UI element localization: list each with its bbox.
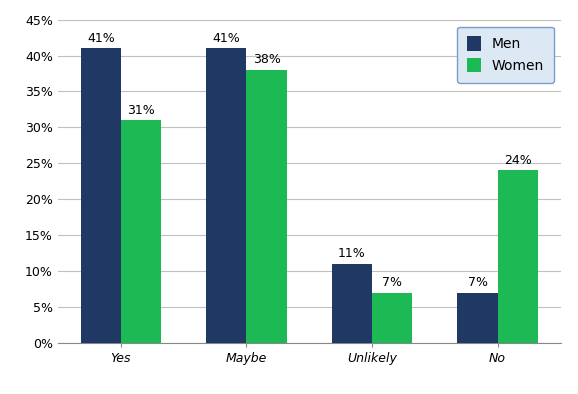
Bar (121, 120, 161, 343)
Text: 7%: 7% (382, 276, 402, 289)
Text: 38%: 38% (253, 53, 280, 66)
Bar (372, 292, 412, 343)
Bar (498, 171, 538, 343)
Text: 11%: 11% (338, 247, 366, 260)
Legend: Men, Women: Men, Women (457, 27, 554, 83)
Bar (81, 48, 121, 343)
Bar (206, 48, 246, 343)
Bar (332, 264, 372, 343)
Text: 41%: 41% (213, 32, 240, 45)
Text: 24%: 24% (504, 154, 532, 167)
Bar (457, 292, 498, 343)
Bar (246, 70, 287, 343)
Text: 31%: 31% (127, 104, 155, 117)
Text: 41%: 41% (87, 32, 114, 45)
Text: 7%: 7% (468, 276, 487, 289)
